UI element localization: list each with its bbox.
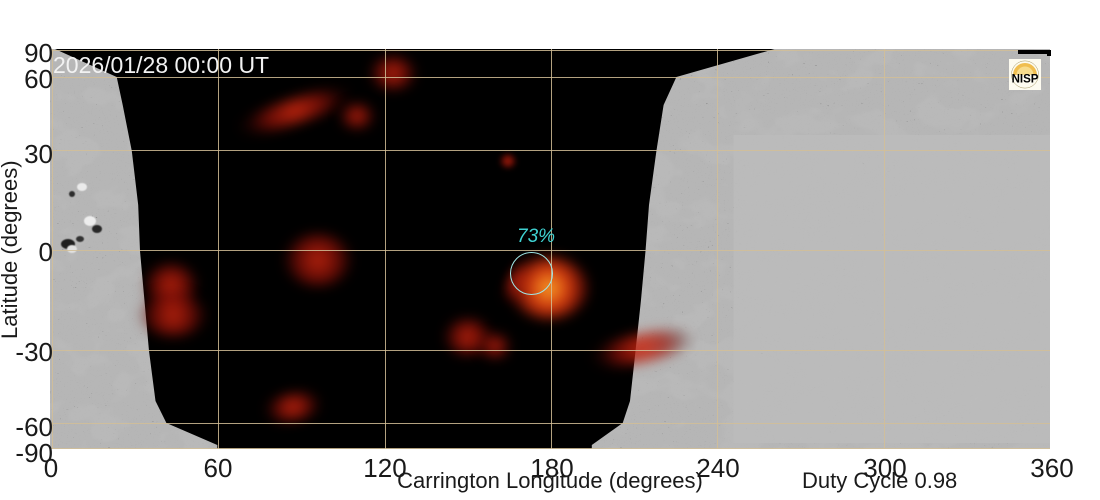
svg-text:NISP: NISP [1012, 74, 1039, 86]
